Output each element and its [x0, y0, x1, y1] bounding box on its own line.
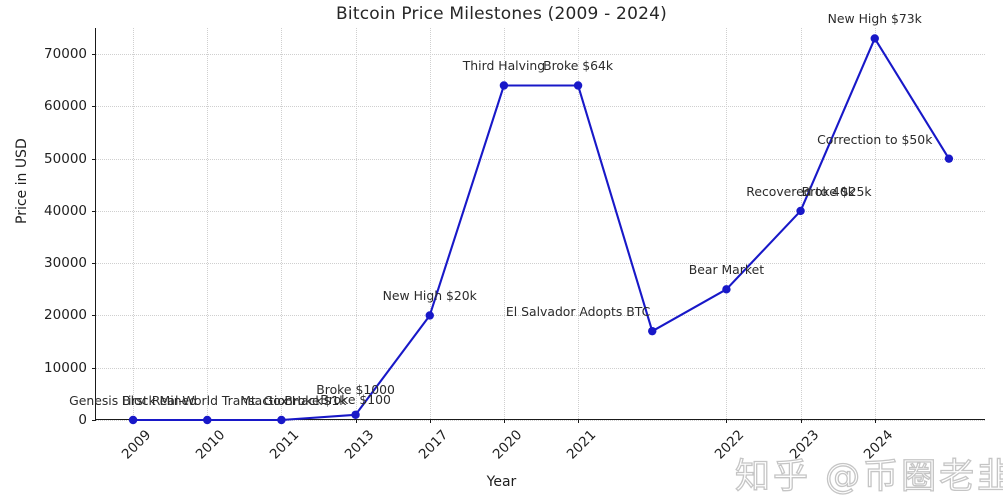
gridline-vertical: [281, 28, 283, 419]
gridline-vertical: [133, 28, 135, 419]
y-tick-mark: [92, 263, 96, 265]
y-tick-mark: [92, 106, 96, 108]
price-line-series: [128, 34, 954, 425]
y-tick-label: 50000: [44, 150, 87, 167]
y-tick-label: 40000: [44, 202, 87, 219]
x-tick-mark: [503, 419, 505, 423]
x-tick-mark: [429, 419, 431, 423]
gridline-vertical: [874, 28, 876, 419]
x-tick-mark: [578, 419, 580, 423]
data-point-marker[interactable]: [573, 81, 583, 90]
x-axis-label: Year: [486, 474, 517, 490]
gridline-horizontal: [96, 263, 985, 265]
y-tick-label: 10000: [44, 359, 87, 376]
x-tick-label: 2013: [341, 427, 377, 463]
gridline-vertical: [726, 28, 728, 419]
gridline-vertical: [429, 28, 431, 419]
data-point-marker[interactable]: [648, 326, 657, 336]
y-axis-label: Price in USD: [14, 138, 30, 224]
data-point-marker[interactable]: [722, 285, 731, 294]
gridline-vertical: [578, 28, 580, 419]
gridline-horizontal: [96, 158, 985, 160]
data-point-marker[interactable]: [944, 154, 954, 163]
y-tick-label: 70000: [44, 46, 87, 63]
gridline-vertical: [503, 28, 505, 419]
y-tick-label: 20000: [44, 307, 87, 324]
y-tick-mark: [92, 420, 96, 421]
data-point-marker[interactable]: [499, 81, 509, 90]
x-tick-mark: [800, 419, 802, 423]
data-point-marker[interactable]: [351, 410, 360, 419]
x-tick-label: 2009: [118, 427, 155, 463]
gridline-horizontal: [96, 367, 985, 369]
data-point-marker[interactable]: [870, 34, 879, 43]
data-point-marker[interactable]: [203, 415, 212, 425]
x-tick-mark: [874, 419, 876, 423]
x-tick-label: 2010: [192, 427, 229, 463]
y-tick-mark: [92, 158, 96, 160]
gridline-vertical: [355, 28, 357, 419]
gridline-horizontal: [96, 315, 985, 317]
y-tick-label: 30000: [44, 255, 87, 272]
data-point-marker[interactable]: [796, 206, 805, 216]
gridline-horizontal: [96, 54, 985, 56]
gridline-vertical: [800, 28, 802, 419]
y-tick-label: 0: [78, 412, 87, 428]
y-tick-label: 60000: [44, 98, 87, 115]
x-tick-label: 2011: [267, 427, 303, 463]
price-polyline: [132, 37, 950, 422]
data-point-marker[interactable]: [128, 415, 138, 425]
gridline-vertical: [207, 28, 209, 419]
y-tick-mark: [92, 54, 96, 56]
watermark: 知乎 @币圈老韭: [734, 456, 1003, 497]
x-tick-label: 2017: [415, 427, 452, 463]
data-point-marker[interactable]: [425, 311, 434, 320]
y-tick-mark: [92, 315, 96, 317]
chart-title: Bitcoin Price Milestones (2009 - 2024): [336, 4, 667, 24]
x-tick-label: 2021: [563, 427, 600, 463]
plot-area: 0 10000 20000 30000 40000 50000 60000 70000 2009…: [44, 11, 985, 463]
x-tick-label: 2020: [489, 427, 526, 463]
gridline-horizontal: [96, 210, 985, 212]
gridline-horizontal: [96, 106, 985, 108]
y-tick-mark: [92, 367, 96, 369]
data-point-marker[interactable]: [277, 415, 286, 425]
gridline-horizontal: [96, 420, 985, 421]
x-tick-mark: [726, 419, 728, 423]
x-tick-mark: [355, 419, 357, 423]
y-tick-mark: [92, 210, 96, 212]
